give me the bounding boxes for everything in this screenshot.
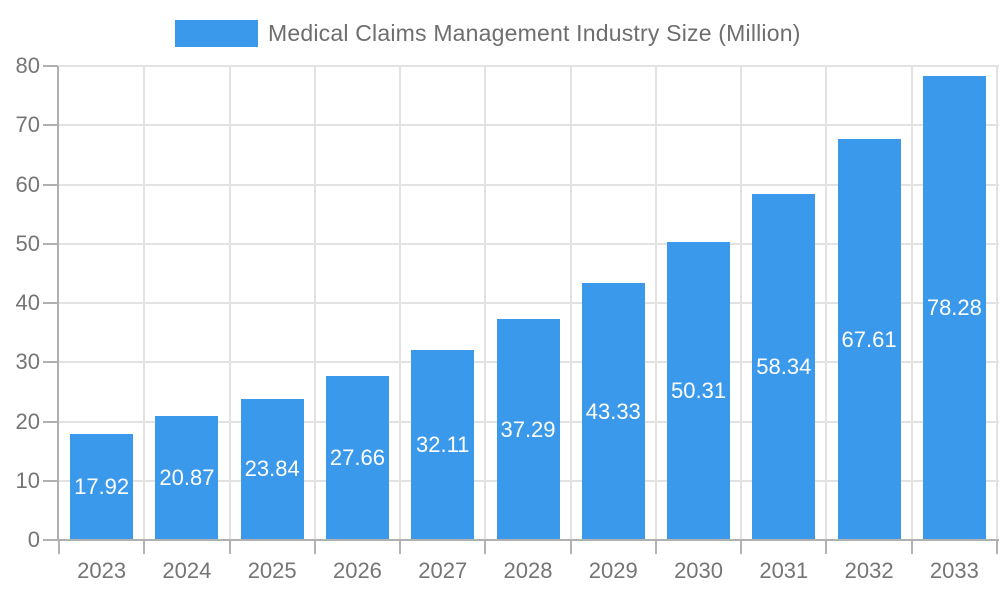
y-gridline (59, 124, 999, 127)
x-gridline (313, 66, 316, 540)
y-tick-label: 50 (15, 230, 40, 256)
y-tick (43, 124, 58, 127)
y-tick-label: 60 (15, 171, 40, 197)
x-gridline (228, 66, 231, 540)
x-tick (484, 541, 487, 554)
x-tick-label: 2033 (929, 558, 979, 583)
bar-value-label: 37.29 (500, 416, 556, 442)
x-tick-label: 2030 (674, 558, 724, 583)
x-tick-label: 2023 (77, 558, 127, 583)
x-tick-label: 2032 (844, 558, 894, 583)
x-tick (143, 541, 146, 554)
bar-value-label: 43.33 (585, 398, 641, 424)
y-tick (43, 479, 58, 482)
x-tick (996, 541, 998, 554)
x-gridline (910, 66, 913, 540)
y-tick-label: 80 (15, 53, 40, 78)
x-tick-label: 2031 (759, 558, 809, 583)
x-gridline (654, 66, 657, 540)
x-axis-line (57, 539, 999, 541)
bar[interactable]: 50.31 (667, 241, 731, 540)
bar[interactable]: 17.92 (70, 433, 134, 540)
x-tick-label: 2025 (247, 558, 297, 583)
x-tick-label: 2027 (418, 558, 468, 583)
bar[interactable]: 58.34 (752, 194, 816, 540)
x-gridline (484, 66, 487, 540)
y-tick-label: 40 (15, 290, 40, 315)
bar-value-label: 50.31 (671, 377, 727, 403)
x-tick (654, 541, 657, 554)
x-tick-label: 2026 (332, 558, 382, 583)
x-tick-label: 2028 (503, 558, 553, 583)
bar-value-label: 20.87 (159, 465, 215, 491)
y-tick (43, 361, 58, 364)
y-gridline (59, 302, 999, 304)
bar[interactable]: 27.66 (325, 376, 389, 540)
x-gridline (569, 66, 572, 540)
y-tick (43, 242, 58, 245)
bar-value-label: 67.61 (841, 326, 897, 352)
y-tick-label: 70 (15, 112, 40, 138)
x-gridline (740, 66, 743, 540)
x-tick (399, 541, 402, 554)
y-tick (43, 65, 58, 67)
y-tick-label: 20 (15, 408, 40, 434)
y-tick-label: 0 (27, 527, 40, 552)
y-tick (43, 183, 58, 186)
bar[interactable]: 23.84 (240, 398, 304, 540)
x-tick (910, 541, 913, 554)
bar-value-label: 23.84 (244, 456, 300, 482)
y-gridline (59, 242, 999, 245)
chart-legend: Medical Claims Management Industry Size … (175, 20, 801, 47)
x-gridline (825, 66, 828, 540)
y-tick (43, 420, 58, 423)
y-tick (43, 302, 58, 304)
bar[interactable]: 43.33 (581, 283, 645, 540)
bar[interactable]: 20.87 (155, 416, 219, 540)
bar[interactable]: 78.28 (922, 76, 986, 540)
x-gridline (399, 66, 402, 540)
bar-value-label: 78.28 (926, 295, 982, 321)
y-axis-line (57, 66, 59, 541)
y-tick (43, 539, 58, 541)
x-gridline (143, 66, 146, 540)
bar-value-label: 32.11 (416, 431, 470, 457)
bar[interactable]: 32.11 (411, 349, 475, 540)
x-tick-label: 2024 (162, 558, 212, 583)
y-gridline (59, 65, 999, 67)
legend-swatch-icon (175, 20, 258, 47)
x-tick-label: 2029 (588, 558, 638, 583)
x-gridline (996, 66, 998, 540)
bar-value-label: 58.34 (756, 354, 812, 380)
x-tick (740, 541, 743, 554)
x-tick (569, 541, 572, 554)
x-tick (825, 541, 828, 554)
y-tick-label: 10 (15, 467, 40, 493)
y-tick-label: 30 (15, 349, 40, 375)
bar-value-label: 27.66 (329, 445, 385, 471)
y-gridline (59, 183, 999, 186)
bar[interactable]: 67.61 (837, 139, 901, 540)
bar[interactable]: 37.29 (496, 319, 560, 540)
x-tick (58, 541, 60, 554)
bar-value-label: 17.92 (74, 473, 130, 499)
x-tick (313, 541, 316, 554)
chart-title: Medical Claims Management Industry Size … (268, 20, 801, 46)
x-tick (228, 541, 231, 554)
